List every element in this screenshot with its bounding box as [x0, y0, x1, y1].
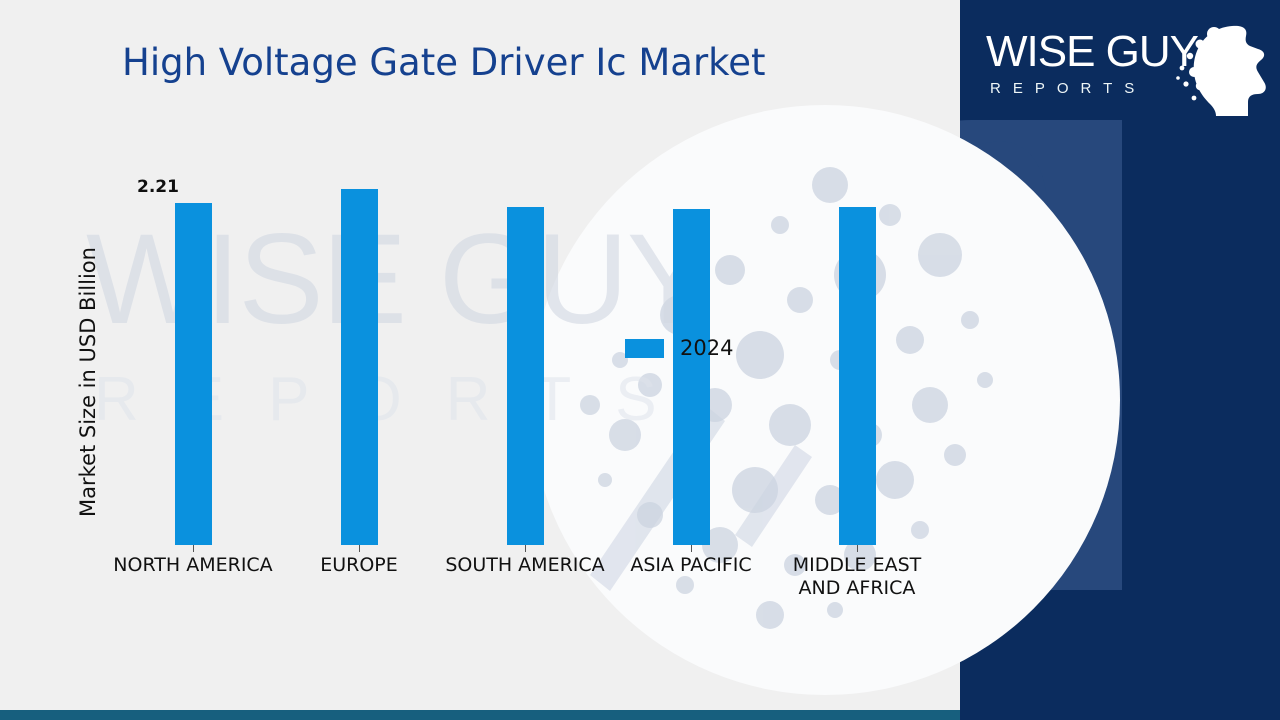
axis-tick [691, 545, 692, 552]
bar[interactable] [341, 189, 378, 545]
legend-swatch-2024 [625, 338, 664, 358]
page-title: High Voltage Gate Driver Ic Market [122, 41, 766, 84]
x-axis-category-label: MIDDLE EAST AND AFRICA [792, 554, 922, 599]
axis-tick [359, 545, 360, 552]
bar-value-label: 2.21 [137, 177, 179, 197]
bar-group [442, 150, 608, 552]
wiseguy-logo: WISE GUY REPORTS [982, 25, 1266, 117]
bar[interactable] [507, 207, 544, 545]
x-axis-category-label: NORTH AMERICA [113, 554, 273, 576]
logo-head-icon [1176, 25, 1266, 117]
footer-accent-strip [0, 710, 960, 720]
bar-group: 2.21 [110, 150, 276, 552]
plot-area: 2.21 NORTH AMERICA EUROPE SOUTH AMERICA ASI… [110, 150, 940, 599]
axis-tick [193, 545, 194, 552]
legend-label-2024: 2024 [680, 336, 734, 360]
bar-group [608, 150, 774, 552]
x-axis-category-label: SOUTH AMERICA [445, 554, 605, 576]
bar[interactable] [175, 203, 212, 545]
bar-group [276, 150, 442, 552]
bar[interactable] [839, 207, 876, 545]
bar[interactable] [673, 209, 710, 545]
bar-group [774, 150, 940, 552]
axis-tick [857, 545, 858, 552]
decorative-circle [530, 105, 1120, 695]
axis-tick [525, 545, 526, 552]
chart-legend: 2024 [625, 336, 733, 360]
x-axis-category-label: EUROPE [320, 554, 398, 576]
logo-subtitle: REPORTS [990, 80, 1147, 97]
x-axis-category-label: ASIA PACIFIC [630, 554, 752, 576]
y-axis-title: Market Size in USD Billion [76, 247, 100, 517]
logo-wordmark: WISE GUY [986, 27, 1199, 76]
bar-series-2024: 2.21 [110, 150, 940, 552]
